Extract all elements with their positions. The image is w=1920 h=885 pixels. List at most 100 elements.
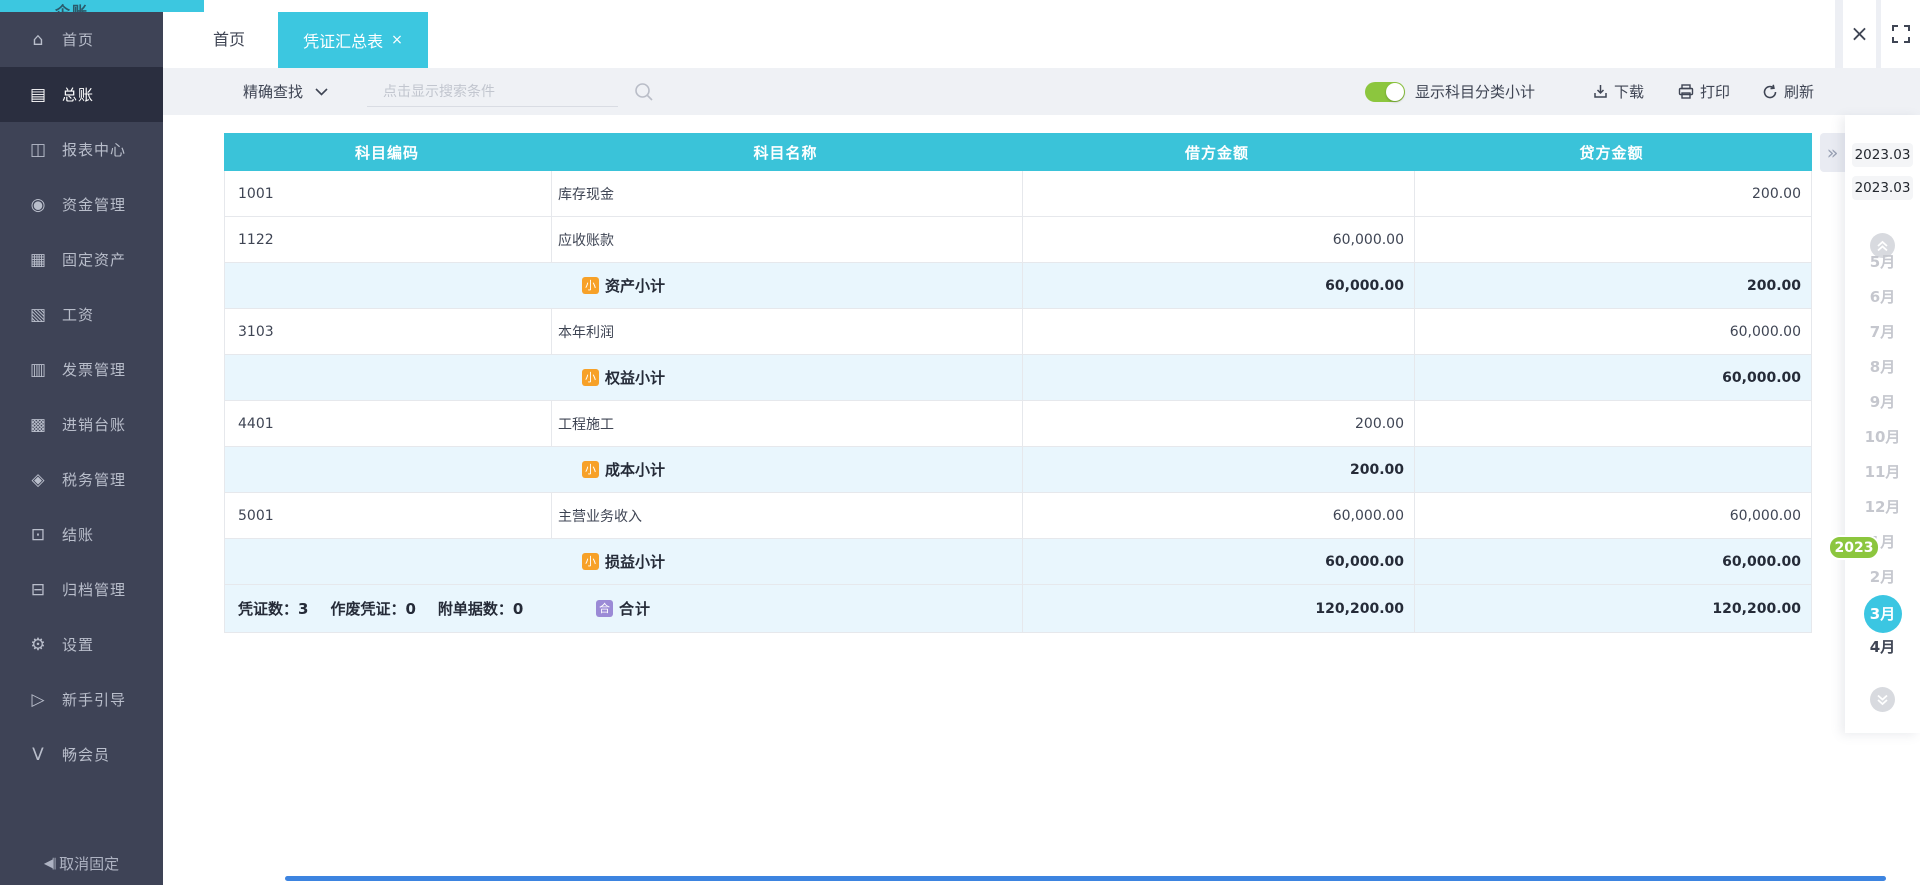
refresh-icon bbox=[1763, 84, 1777, 98]
tax-icon: ◈ bbox=[31, 469, 45, 490]
month-label: 4月 bbox=[1869, 638, 1896, 656]
unpin-label: 取消固定 bbox=[59, 854, 120, 873]
panel-collapse-button[interactable]: » bbox=[1820, 133, 1845, 172]
print-button[interactable]: 打印 bbox=[1678, 68, 1730, 115]
refresh-button[interactable]: 刷新 bbox=[1762, 68, 1814, 115]
period-start-selector[interactable]: 2023.03 bbox=[1852, 143, 1913, 167]
horizontal-scrollbar[interactable] bbox=[285, 876, 1886, 881]
cell-subject-code: 3103 bbox=[238, 323, 274, 340]
sidebar-item-fund-management[interactable]: ◉ 资金管理 bbox=[0, 177, 163, 232]
header-credit-amount[interactable]: 贷方金额 bbox=[1579, 143, 1644, 162]
month-item-3月-selected[interactable]: 3月 bbox=[1845, 595, 1920, 633]
month-label: 10月 bbox=[1864, 428, 1901, 446]
subtotal-label-cell: 小资产小计 bbox=[225, 263, 1022, 308]
subtotal-label-cell: 小权益小计 bbox=[225, 355, 1022, 400]
fullscreen-icon[interactable] bbox=[1881, 0, 1920, 68]
cell-subject-name: 主营业务收入 bbox=[551, 493, 1022, 538]
sidebar-item-purchase-sale-ledger[interactable]: ▩ 进销台账 bbox=[0, 397, 163, 452]
sidebar-item-tax-management[interactable]: ◈ 税务管理 bbox=[0, 452, 163, 507]
cell-subject-code: 5001 bbox=[238, 507, 274, 524]
table-row[interactable]: 3103 本年利润 60,000.00 bbox=[225, 309, 1811, 355]
subtotal-label: 损益小计 bbox=[604, 553, 665, 571]
sidebar-item-general-ledger[interactable]: ▤ 总账 bbox=[0, 67, 163, 122]
month-item-7月[interactable]: 7月 bbox=[1845, 315, 1920, 349]
tab-close-icon[interactable]: × bbox=[391, 32, 403, 48]
subtotal-row: 小权益小计 60,000.00 bbox=[225, 355, 1811, 401]
cell-subject-code: 4401 bbox=[238, 415, 274, 432]
sidebar-item-invoice-management[interactable]: ▥ 发票管理 bbox=[0, 342, 163, 397]
double-chevron-up-icon bbox=[1877, 240, 1888, 251]
month-item-12月[interactable]: 12月 bbox=[1845, 490, 1920, 524]
month-item-10月[interactable]: 10月 bbox=[1845, 420, 1920, 454]
month-item-2月[interactable]: 2月 bbox=[1845, 560, 1920, 594]
sidebar-item-archive-management[interactable]: ⊟ 归档管理 bbox=[0, 562, 163, 617]
search-icon[interactable] bbox=[633, 68, 655, 115]
scroll-months-up-button[interactable] bbox=[1870, 233, 1895, 258]
month-item-11月[interactable]: 11月 bbox=[1845, 455, 1920, 489]
tab-voucher-summary-label: 凭证汇总表 bbox=[303, 32, 384, 51]
footer-credit-total: 120,200.00 bbox=[1414, 585, 1811, 632]
header-subject-name[interactable]: 科目名称 bbox=[753, 143, 818, 162]
month-item-4月[interactable]: 4月 bbox=[1845, 630, 1920, 664]
cell-debit-amount bbox=[1022, 171, 1414, 216]
sidebar-item-member[interactable]: Ⅴ 畅会员 bbox=[0, 727, 163, 782]
unpin-sidebar-button[interactable]: ◀∥ 取消固定 bbox=[0, 849, 163, 877]
sidebar-item-home[interactable]: ⌂ 首页 bbox=[0, 12, 163, 67]
subtotal-label: 成本小计 bbox=[604, 461, 665, 479]
sidebar-item-label: 首页 bbox=[62, 31, 95, 49]
month-label: 11月 bbox=[1864, 463, 1901, 481]
sidebar-item-fixed-assets[interactable]: ▦ 固定资产 bbox=[0, 232, 163, 287]
toggle-knob bbox=[1386, 82, 1404, 101]
subtotal-row: 小资产小计 60,000.00 200.00 bbox=[225, 263, 1811, 309]
subtotal-label-cell: 小损益小计 bbox=[225, 539, 1022, 584]
cell-subject-code: 1122 bbox=[238, 231, 274, 248]
subtotal-debit-amount bbox=[1022, 355, 1414, 400]
sidebar-item-settings[interactable]: ⚙ 设置 bbox=[0, 617, 163, 672]
app-logo-strip: 企账 bbox=[0, 0, 204, 12]
scroll-months-down-button[interactable] bbox=[1870, 687, 1895, 712]
month-item-5月[interactable]: 5月 bbox=[1845, 245, 1920, 279]
subtotal-icon: 小 bbox=[581, 461, 599, 478]
sidebar: ⌂ 首页 ▤ 总账 ◫ 报表中心 ◉ 资金管理 ▦ 固定资产 ▧ 工资 ▥ 发票管理 ▩ 进销台账 ◈ 税务管理 ⊡… bbox=[0, 0, 163, 885]
month-item-9月[interactable]: 9月 bbox=[1845, 385, 1920, 419]
search-mode-dropdown[interactable]: 精确查找 bbox=[243, 68, 328, 115]
sidebar-item-beginner-guide[interactable]: ▷ 新手引导 bbox=[0, 672, 163, 727]
cell-credit-amount: 200.00 bbox=[1414, 171, 1811, 216]
v-member-icon: Ⅴ bbox=[32, 744, 44, 765]
subtotal-credit-amount bbox=[1414, 447, 1811, 492]
table-row[interactable]: 1122 应收账款 60,000.00 bbox=[225, 217, 1811, 263]
period-panel: 2023.03 2023.03 5月 6月 7月 8月 9月 10月 11月 12月 1月 2月 3… bbox=[1845, 115, 1920, 733]
month-label: 5月 bbox=[1869, 253, 1896, 271]
subtotal-toggle-label: 显示科目分类小计 bbox=[1415, 83, 1536, 101]
period-end-selector[interactable]: 2023.03 bbox=[1852, 176, 1913, 200]
header-subject-code[interactable]: 科目编码 bbox=[354, 143, 419, 162]
sidebar-item-label: 资金管理 bbox=[62, 196, 127, 214]
window-close-button[interactable]: × bbox=[1843, 0, 1876, 68]
search-condition-input[interactable]: 点击显示搜索条件 bbox=[367, 76, 618, 107]
month-item-8月[interactable]: 8月 bbox=[1845, 350, 1920, 384]
header-debit-amount[interactable]: 借方金额 bbox=[1184, 143, 1249, 162]
tab-home[interactable]: 首页 bbox=[213, 30, 246, 49]
month-item-6月[interactable]: 6月 bbox=[1845, 280, 1920, 314]
sidebar-item-closing[interactable]: ⊡ 结账 bbox=[0, 507, 163, 562]
tab-voucher-summary[interactable]: 凭证汇总表 × bbox=[278, 12, 428, 68]
table-row[interactable]: 4401 工程施工 200.00 bbox=[225, 401, 1811, 447]
subtotal-credit-amount: 60,000.00 bbox=[1414, 355, 1811, 400]
cell-debit-amount bbox=[1022, 309, 1414, 354]
subtotal-icon: 小 bbox=[581, 277, 599, 294]
table-row[interactable]: 5001 主营业务收入 60,000.00 60,000.00 bbox=[225, 493, 1811, 539]
cell-credit-amount bbox=[1414, 217, 1811, 262]
printer-icon bbox=[1678, 84, 1694, 99]
table-row[interactable]: 1001 库存现金 200.00 bbox=[225, 171, 1811, 217]
toggle-on[interactable] bbox=[1365, 81, 1405, 102]
sidebar-item-report-center[interactable]: ◫ 报表中心 bbox=[0, 122, 163, 177]
subtotal-debit-amount: 60,000.00 bbox=[1022, 263, 1414, 308]
video-icon: ▷ bbox=[31, 689, 45, 710]
sidebar-item-label: 结账 bbox=[62, 526, 95, 544]
subtotal-toggle[interactable] bbox=[1365, 68, 1405, 115]
download-button[interactable]: 下载 bbox=[1593, 68, 1644, 115]
month-label: 8月 bbox=[1869, 358, 1896, 376]
gear-icon: ⚙ bbox=[30, 634, 46, 655]
sidebar-item-payroll[interactable]: ▧ 工资 bbox=[0, 287, 163, 342]
subtotal-label: 权益小计 bbox=[604, 369, 665, 387]
